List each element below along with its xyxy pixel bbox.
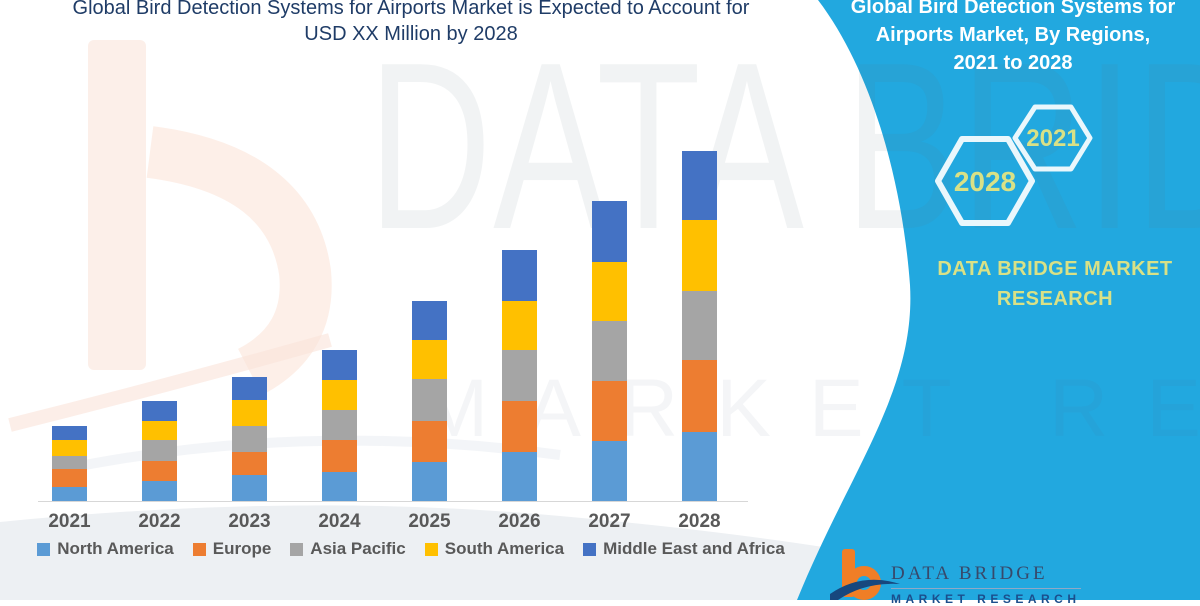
bar-segment-2028-north-america [682,432,717,501]
bar-segment-2025-middle-east-and-africa [412,301,447,340]
peach-b-watermark-icon [8,40,561,475]
bar-segment-2025-europe [412,421,447,462]
bar-segment-2021-south-america [52,440,87,456]
bar-segment-2021-asia-pacific [52,456,87,469]
bar-segment-2026-south-america [502,301,537,350]
bar-segment-2027-south-america [592,262,627,321]
legend-swatch-icon [192,542,206,556]
footer-logo-subtitle: MARKET RESEARCH [891,588,1081,606]
legend-item-middle-east-and-africa: Middle East and Africa [583,539,785,559]
x-axis-label-2022: 2022 [138,511,181,532]
bottom-band-shape [0,505,900,600]
x-axis-label-2027: 2027 [588,511,631,532]
legend-swatch-icon [424,542,438,556]
bar-segment-2024-middle-east-and-africa [322,350,357,380]
bar-segment-2026-asia-pacific [502,350,537,401]
bar-segment-2023-south-america [232,400,267,426]
x-axis-label-2025: 2025 [408,511,451,532]
bar-segment-2023-north-america [232,475,267,501]
x-axis-label-2028: 2028 [678,511,721,532]
bar-segment-2022-north-america [142,481,177,501]
hexagon-2028-label: 2028 [954,166,1016,197]
hexagon-2021-label: 2021 [1026,125,1079,152]
legend-swatch-icon [37,542,51,556]
brand-text-line1: DATA BRIDGE MARKET [937,258,1173,280]
bar-segment-2024-south-america [322,380,357,410]
bar-segment-2025-south-america [412,340,447,379]
legend-label: Middle East and Africa [603,539,785,558]
bar-segment-2021-europe [52,469,87,487]
bar-segment-2022-europe [142,461,177,481]
legend-label: Asia Pacific [310,539,406,558]
bar-segment-2028-europe [682,360,717,432]
bar-segment-2026-middle-east-and-africa [502,250,537,301]
chart-title: Global Bird Detection Systems for Airpor… [0,0,822,47]
cyan-panel-shape [797,0,1200,600]
bar-segment-2023-asia-pacific [232,426,267,452]
hexagon-2021-icon [1012,104,1093,172]
x-axis-label-2023: 2023 [228,511,271,532]
bar-segment-2027-north-america [592,441,627,501]
bar-segment-2025-asia-pacific [412,379,447,421]
chart-title-line2: USD XX Million by 2028 [304,23,518,45]
bar-segment-2024-north-america [322,472,357,501]
bar-segment-2022-south-america [142,421,177,440]
bar-segment-2022-asia-pacific [142,440,177,461]
bar-segment-2024-asia-pacific [322,410,357,440]
bar-segment-2024-europe [322,440,357,472]
legend-item-asia-pacific: Asia Pacific [290,539,406,559]
brand-text-line2: RESEARCH [996,288,1114,310]
bar-segment-2027-europe [592,381,627,441]
bar-segment-2021-middle-east-and-africa [52,426,87,440]
bar-segment-2028-asia-pacific [682,291,717,360]
hexagon-2028-icon [935,136,1035,226]
legend-item-europe: Europe [192,539,272,559]
footer-logo-title: DATA BRIDGE [891,563,1048,584]
bar-segment-2023-europe [232,452,267,475]
x-axis-line [38,501,748,502]
bar-segment-2025-north-america [412,462,447,501]
legend-label: Europe [212,539,272,558]
legend-swatch-icon [290,542,304,556]
bar-segment-2027-middle-east-and-africa [592,201,627,262]
legend-swatch-icon [583,542,597,556]
bar-segment-2021-north-america [52,487,87,501]
x-axis-label-2024: 2024 [318,511,361,532]
legend-item-south-america: South America [424,539,565,559]
bar-segment-2027-asia-pacific [592,321,627,381]
legend-item-north-america: North America [37,539,174,559]
panel-heading-line2: Airports Market, By Regions, [875,24,1151,46]
panel-heading: Global Bird Detection Systems for Airpor… [832,0,1194,77]
bar-segment-2023-middle-east-and-africa [232,377,267,400]
chart-legend: North America Europe Asia Pacific South Ame… [0,539,822,559]
panel-heading-line1: Global Bird Detection Systems for [850,0,1176,18]
chart-title-line1: Global Bird Detection Systems for Airpor… [72,0,750,19]
panel-heading-line3: 2021 to 2028 [953,52,1073,74]
bar-segment-2026-europe [502,401,537,452]
bar-segment-2026-north-america [502,452,537,501]
bar-segment-2028-middle-east-and-africa [682,151,717,220]
legend-label: South America [444,539,565,558]
stacked-bar-chart: 2021 2022 2023 2024 2025 2026 2027 2028 [38,151,748,532]
bar-segment-2028-south-america [682,220,717,291]
brand-text: DATA BRIDGE MARKET RESEARCH [905,254,1200,314]
bar-segment-2022-middle-east-and-africa [142,401,177,421]
x-axis-label-2026: 2026 [498,511,541,532]
x-axis-label-2021: 2021 [48,511,91,532]
legend-label: North America [57,539,174,558]
